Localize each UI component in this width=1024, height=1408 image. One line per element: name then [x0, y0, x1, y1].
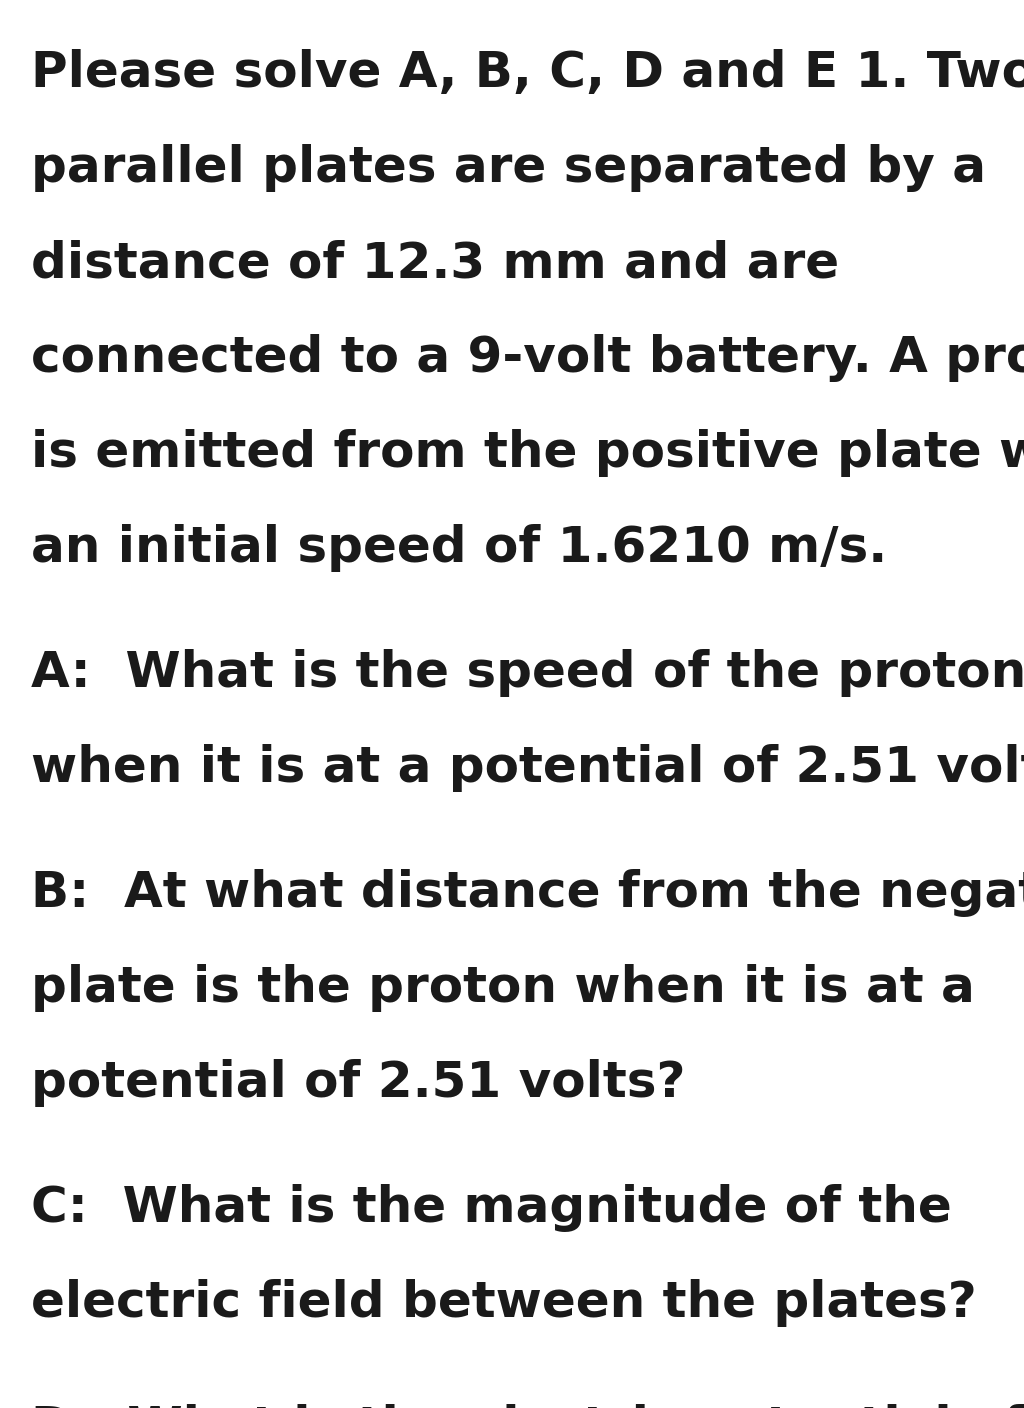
Text: plate is the proton when it is at a: plate is the proton when it is at a [31, 964, 975, 1012]
Text: parallel plates are separated by a: parallel plates are separated by a [31, 144, 986, 193]
Text: Please solve A, B, C, D and E 1. Two: Please solve A, B, C, D and E 1. Two [31, 49, 1024, 97]
Text: an initial speed of 1.6210 m/s.: an initial speed of 1.6210 m/s. [31, 524, 887, 572]
Text: connected to a 9-volt battery. A proton: connected to a 9-volt battery. A proton [31, 334, 1024, 383]
Text: A:  What is the speed of the proton: A: What is the speed of the proton [31, 649, 1024, 697]
Text: distance of 12.3 mm and are: distance of 12.3 mm and are [31, 239, 839, 287]
Text: B:  At what distance from the negative: B: At what distance from the negative [31, 869, 1024, 917]
Text: potential of 2.51 volts?: potential of 2.51 volts? [31, 1059, 685, 1107]
Text: when it is at a potential of 2.51 volts?: when it is at a potential of 2.51 volts? [31, 745, 1024, 793]
Text: D:  What is the electric potential of the: D: What is the electric potential of the [31, 1404, 1024, 1408]
Text: is emitted from the positive plate with: is emitted from the positive plate with [31, 429, 1024, 477]
Text: C:  What is the magnitude of the: C: What is the magnitude of the [31, 1184, 951, 1232]
Text: electric field between the plates?: electric field between the plates? [31, 1280, 977, 1328]
